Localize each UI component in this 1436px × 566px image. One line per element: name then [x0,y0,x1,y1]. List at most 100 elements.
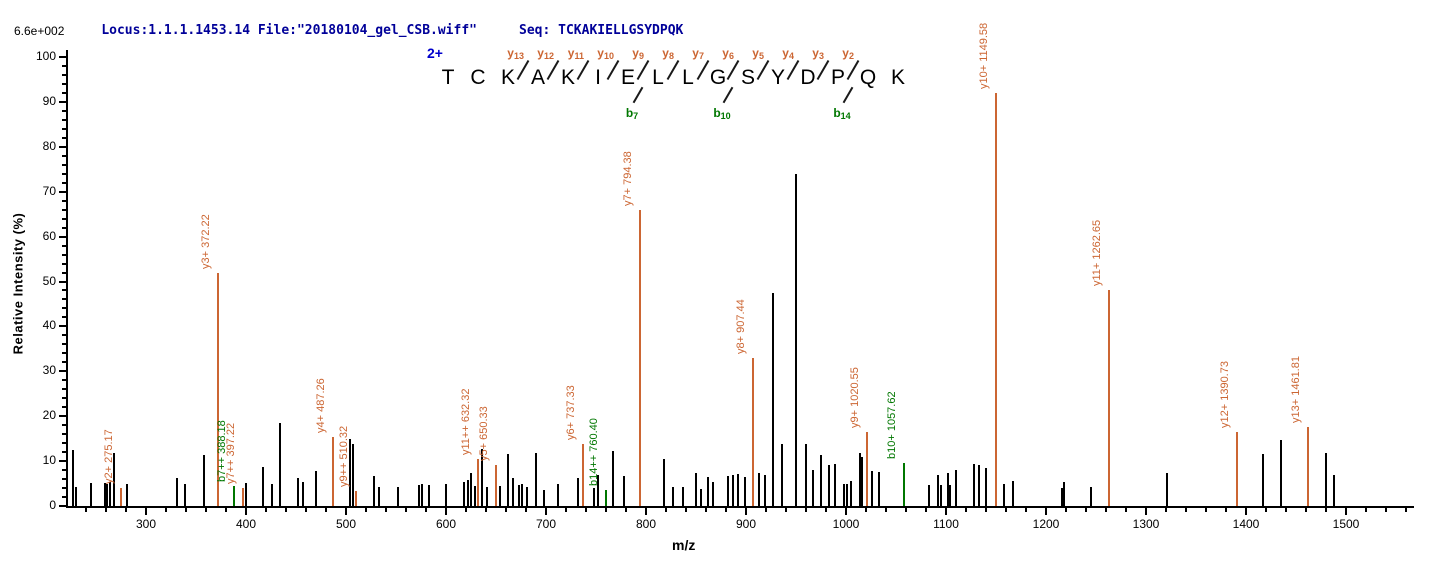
spectrum-peak [781,444,783,506]
x-axis-tick-label: 1500 [1332,517,1360,531]
x-axis-tick [105,508,107,512]
x-axis-tick [225,508,227,512]
spectrum-peak [521,484,523,506]
residue-letter: Y [770,66,785,89]
x-axis-tick [245,508,247,515]
y-axis-tick [62,181,66,184]
spectrum-peak [418,485,420,506]
y-axis-tick [62,424,66,427]
x-axis-tick [465,508,467,512]
ion-number: 11 [574,51,584,61]
annotated-peak-y-ion [332,436,335,506]
y-axis-tick [62,199,66,202]
x-axis-tick-label: 400 [235,517,257,531]
y-axis-tick [62,271,66,274]
x-axis-tick [145,508,147,515]
spectrum-peak [861,456,863,506]
x-axis-tick-label: 1400 [1232,517,1260,531]
ion-number: 9 [638,51,644,61]
spectrum-peak [104,482,106,506]
ion-number: 7 [633,111,639,121]
y-axis-tick [62,82,66,85]
ion-number: 2 [848,51,854,61]
y-axis-tick [62,91,66,94]
ion-type: y [507,46,514,60]
annotated-peak-y-ion [477,459,480,506]
x-axis-tick [1045,508,1047,515]
base-peak-scale-label: 6.6e+002 [14,24,65,38]
x-axis-tick [1385,508,1387,512]
residue-letter: K [560,66,575,89]
spectrum-peak [859,453,861,506]
header-line: Locus:1.1.1.1453.14 File:"20180104_gel_C… [70,8,683,53]
spectrum-peak [421,484,423,506]
x-axis-tick [645,508,647,515]
x-axis-tick [285,508,287,512]
spectrum-peak [1280,440,1282,506]
peak-annotation-label: y11+ 1262.65 [1090,220,1103,287]
spectrum-peak [126,483,128,506]
spectrum-peak [557,483,559,506]
x-axis-tick [1265,508,1267,512]
peak-annotation-label: y6+ 737.33 [565,385,578,441]
peak-annotation-label: y2+ 275.17 [103,429,116,485]
y-axis-tick [62,379,66,382]
x-axis-tick [545,508,547,515]
spectrum-peak [795,173,797,506]
x-axis-tick-label: 1100 [933,517,959,531]
residue-letter: E [620,66,635,89]
peak-annotation-label: y10+ 1149.58 [977,22,990,89]
x-axis-tick [1285,508,1287,512]
spectrum-peak [744,477,746,506]
annotated-peak-y-ion [495,464,498,506]
x-axis-tick [785,508,787,512]
x-axis-tick [1025,508,1027,512]
spectrum-peak [577,478,579,506]
spectrum-peak [707,477,709,506]
ion-type: b [625,106,634,120]
spectrum-peak [940,484,942,506]
y-ion-mark-label: y9 [612,46,644,61]
x-axis-tick [585,508,587,512]
y-axis-tick [62,163,66,166]
y-axis-tick [59,415,66,418]
x-axis-tick [1125,508,1127,512]
b-ion-mark-label: b14 [827,106,857,121]
spectrum-peak [843,484,845,506]
annotated-peak-b-ion [902,462,905,506]
x-axis-tick-label: 1000 [832,517,860,531]
x-axis-tick [1305,508,1307,512]
y-axis-tick-label: 20 [42,408,56,423]
x-axis-tick [165,508,167,512]
spectrum-peak [397,487,399,506]
peak-annotation-label: y5+ 650.33 [478,405,491,461]
annotated-peak-y-ion [752,357,755,506]
x-axis-tick [745,508,747,515]
spectrum-peak [1003,483,1005,506]
x-axis-tick [1205,508,1207,512]
residue-letter: K [500,66,515,89]
annotated-peak-y-ion [639,209,642,506]
residue-letter: G [709,66,727,89]
x-axis-tick [505,508,507,512]
x-axis-title: m/z [672,537,696,553]
peak-annotation-label: y4+ 487.26 [315,378,328,433]
y-ion-mark-label: y5 [732,46,764,61]
residue-letter: S [740,66,755,89]
spectrum-peak [758,472,760,506]
x-axis-tick-label: 800 [635,517,657,531]
x-axis-tick [1365,508,1367,512]
peak-annotation-label: y12+ 1390.73 [1218,360,1231,428]
x-axis-tick [1065,508,1067,512]
y-axis-tick [62,307,66,310]
spectrum-peak [764,475,766,506]
y-axis-tick [59,100,66,103]
y-axis-tick [62,451,66,454]
spectrum-peak [712,481,714,506]
ion-number: 4 [788,51,794,61]
y-axis-title: Relative Intensity (%) [10,212,26,355]
x-axis-tick [845,508,847,515]
x-axis-tick [965,508,967,512]
spectrum-peak [474,486,476,506]
x-axis-tick [1165,508,1167,512]
